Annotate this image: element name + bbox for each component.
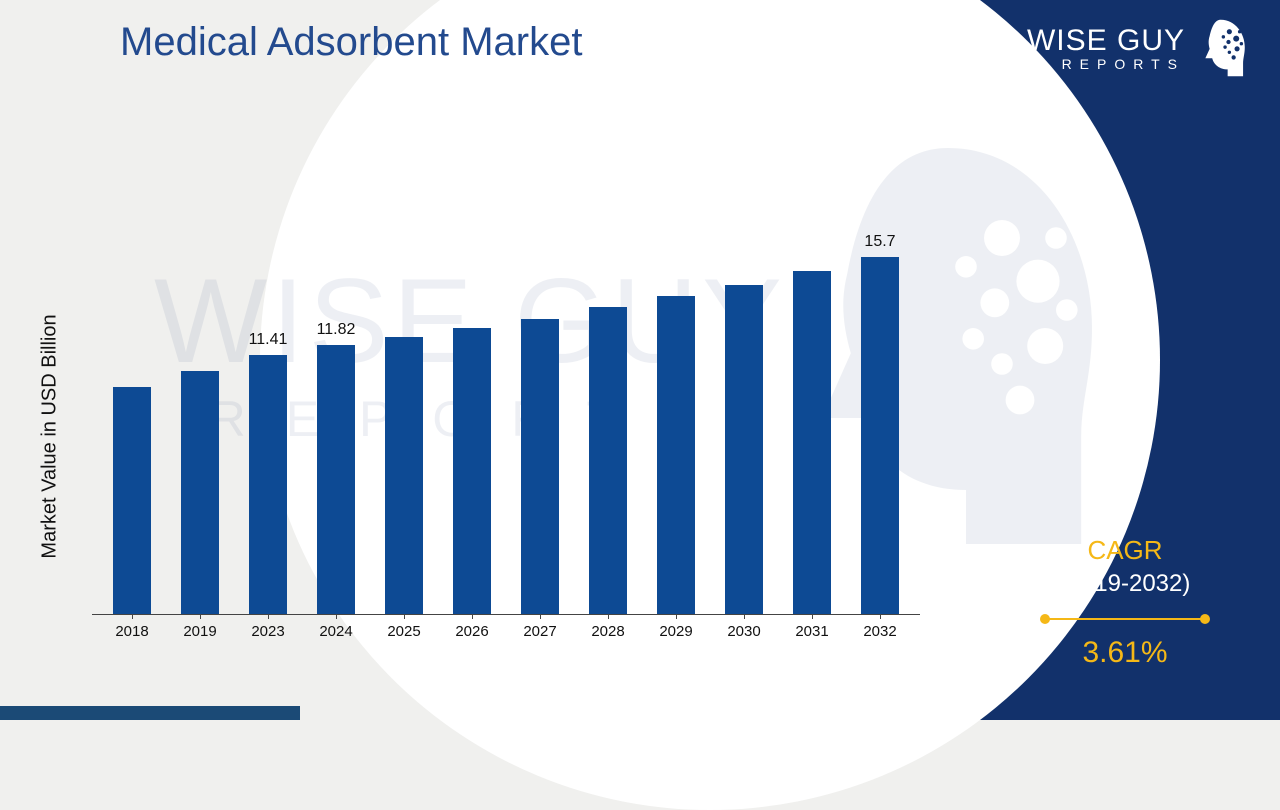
x-tick-mark — [744, 614, 745, 619]
x-tick-label: 2018 — [98, 623, 166, 640]
bar-wrap: 2018 — [98, 205, 166, 614]
cagr-label: CAGR — [1000, 535, 1250, 566]
x-tick-mark — [200, 614, 201, 619]
bar-wrap: 2025 — [370, 205, 438, 614]
bar-wrap: 2028 — [574, 205, 642, 614]
logo-main-text: WISE GUY — [1027, 24, 1185, 58]
bar — [385, 337, 423, 614]
bar-value-label: 11.82 — [302, 321, 370, 339]
bar-wrap: 15.72032 — [846, 205, 914, 614]
bar — [249, 355, 287, 614]
bar-value-label: 11.41 — [234, 331, 302, 349]
bar — [657, 296, 695, 614]
x-tick-label: 2026 — [438, 623, 506, 640]
y-axis-label: Market Value in USD Billion — [39, 314, 62, 558]
x-tick-mark — [268, 614, 269, 619]
brand-logo: WISE GUY REPORTS — [1027, 18, 1250, 78]
bar-wrap: 2027 — [506, 205, 574, 614]
logo-sub-text: REPORTS — [1062, 56, 1185, 72]
bars-container: 2018201911.41202311.82202420252026202720… — [92, 205, 920, 614]
bar — [113, 387, 151, 614]
x-tick-mark — [132, 614, 133, 619]
bar-value-label: 15.7 — [846, 233, 914, 251]
cagr-value: 3.61% — [1000, 636, 1250, 670]
x-tick-label: 2031 — [778, 623, 846, 640]
bar — [793, 271, 831, 614]
x-tick-mark — [812, 614, 813, 619]
bar-wrap: 2026 — [438, 205, 506, 614]
x-tick-label: 2032 — [846, 623, 914, 640]
x-tick-mark — [676, 614, 677, 619]
bar-chart: Market Value in USD Billion 2018201911.4… — [60, 205, 920, 645]
x-tick-mark — [608, 614, 609, 619]
bar — [589, 307, 627, 614]
bar-wrap: 2029 — [642, 205, 710, 614]
x-tick-label: 2029 — [642, 623, 710, 640]
x-tick-label: 2019 — [166, 623, 234, 640]
bar-wrap: 2030 — [710, 205, 778, 614]
bottom-accent-bar — [0, 706, 300, 720]
x-tick-label: 2028 — [574, 623, 642, 640]
bar-wrap: 2031 — [778, 205, 846, 614]
bar — [317, 345, 355, 614]
bar — [725, 285, 763, 614]
x-tick-mark — [880, 614, 881, 619]
x-tick-label: 2024 — [302, 623, 370, 640]
cagr-divider — [1045, 618, 1205, 620]
bar — [521, 319, 559, 614]
bar — [453, 328, 491, 614]
bar — [861, 257, 899, 614]
cagr-range: (2019-2032) — [1000, 570, 1250, 598]
x-tick-label: 2030 — [710, 623, 778, 640]
logo-head-icon — [1195, 18, 1250, 78]
x-tick-label: 2025 — [370, 623, 438, 640]
x-tick-label: 2027 — [506, 623, 574, 640]
page: WISE GUY REPORTS Medical Adsorbent Marke… — [0, 0, 1280, 720]
bar-wrap: 11.822024 — [302, 205, 370, 614]
x-tick-mark — [540, 614, 541, 619]
x-tick-mark — [336, 614, 337, 619]
x-tick-mark — [404, 614, 405, 619]
bar-wrap: 11.412023 — [234, 205, 302, 614]
bar-wrap: 2019 — [166, 205, 234, 614]
x-tick-label: 2023 — [234, 623, 302, 640]
cagr-box: CAGR (2019-2032) 3.61% — [1000, 535, 1250, 670]
bar — [181, 371, 219, 614]
plot-area: 2018201911.41202311.82202420252026202720… — [92, 205, 920, 615]
x-tick-mark — [472, 614, 473, 619]
